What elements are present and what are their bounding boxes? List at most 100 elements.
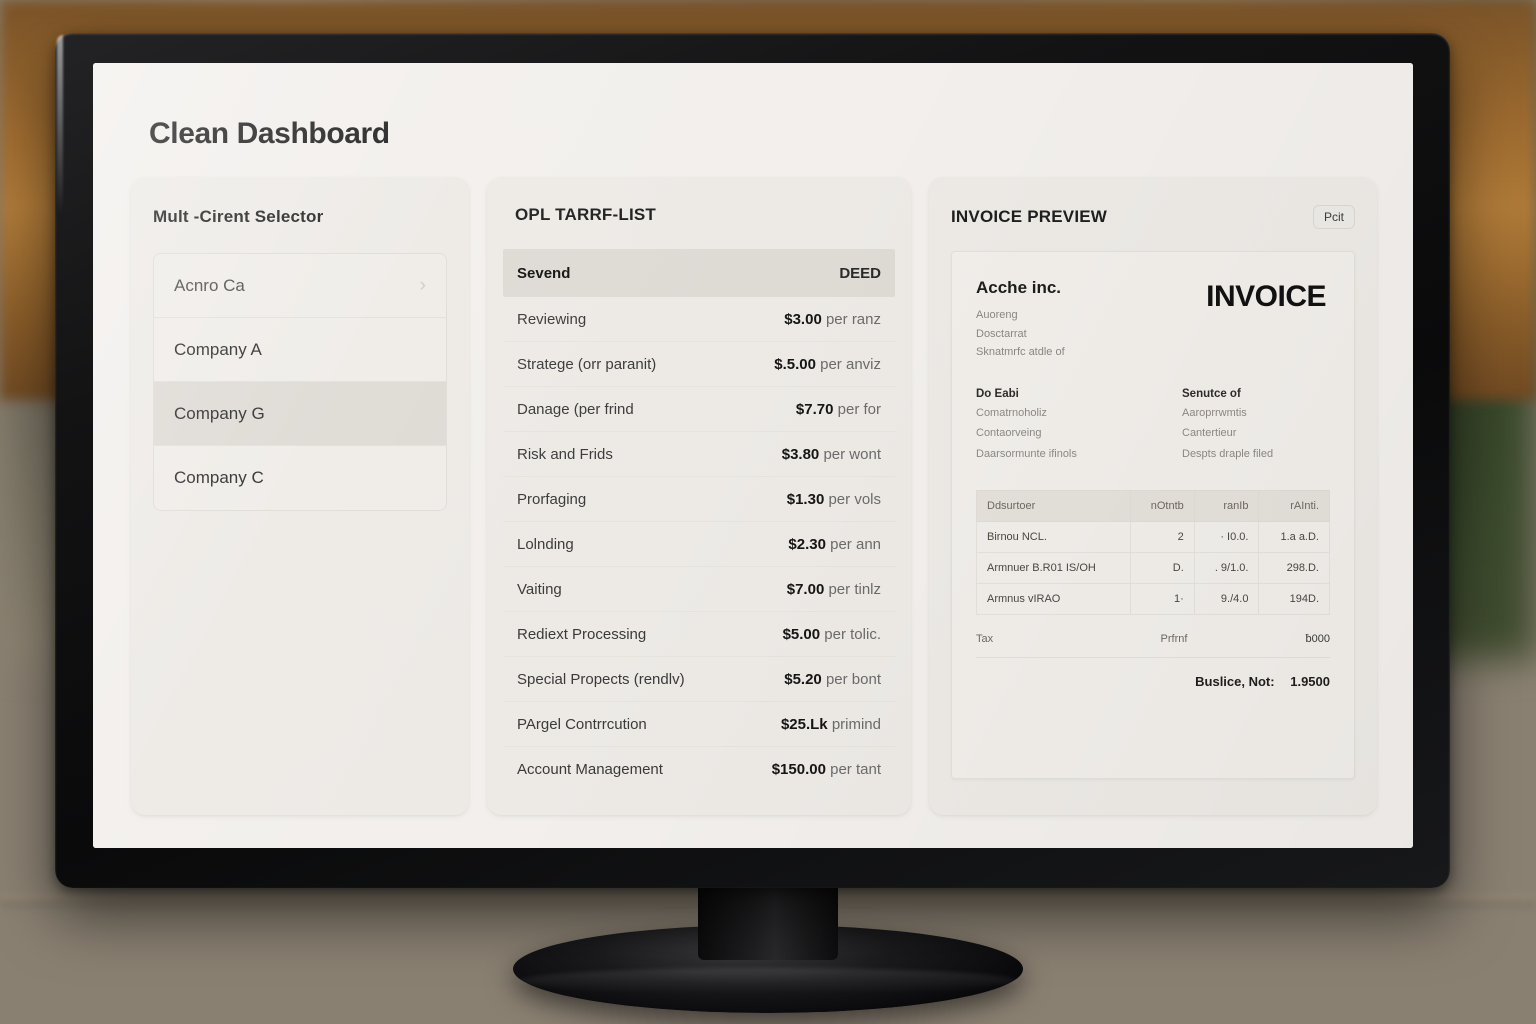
table-row[interactable]: Risk and Frids $3.80 per wont xyxy=(503,432,895,477)
client-selector-title: Mult -Cirent Selector xyxy=(153,207,324,226)
issuer-name: Acche inc. xyxy=(976,278,1062,297)
table-row[interactable]: Vaiting $7.00 per tinlz xyxy=(503,567,895,612)
table-row[interactable]: Danage (per frind $7.70 per for xyxy=(503,387,895,432)
issuer-address-line: Sknatmrfc atdle of xyxy=(976,346,1065,359)
column-header-description: Ddsurtoer xyxy=(976,490,1131,523)
invoice-tax-row: Tax Prfrnf ƀ000 xyxy=(976,633,1330,659)
monitor-screen: Clean Dashboard Mult -Cirent Selector Ac… xyxy=(93,63,1413,848)
invoice-issuer: Acche inc. Auoreng Dosctarrat Sknatmrfc … xyxy=(976,278,1065,362)
cell-rate: · I0.0. xyxy=(1193,521,1260,554)
tariff-unit: per tant xyxy=(830,761,881,778)
table-row[interactable]: Account Management $150.00 per tant xyxy=(503,747,895,792)
tariff-unit: per vols xyxy=(828,490,881,508)
service-to-lines: Aaroprrwmtis Cantertieur Despts draple f… xyxy=(1182,403,1330,464)
cell-description: Birnou NCL. xyxy=(976,521,1131,554)
tariff-amount: $3.00 xyxy=(784,310,822,328)
cell-amount: 194D. xyxy=(1258,583,1330,616)
client-label: Company A xyxy=(174,339,262,359)
tariff-amount: $5.00 xyxy=(782,625,821,643)
tariff-price: $3.80 per wont xyxy=(782,446,881,463)
tariff-name: Reviewing xyxy=(517,310,587,328)
tariff-unit: per for xyxy=(837,400,881,418)
invoice-preview-title: INVOICE PREVIEW xyxy=(951,207,1108,226)
tax-value: ƀ000 xyxy=(1305,633,1330,646)
tariff-price: $1.30 per vols xyxy=(787,491,881,508)
invoice-preview-header: INVOICE PREVIEW Pcit xyxy=(951,205,1355,229)
table-row[interactable]: Rediext Processing $5.00 per tolic. xyxy=(503,612,895,657)
tariff-header-name: Sevend xyxy=(517,264,571,282)
tariff-header-price: DEED xyxy=(839,264,881,282)
cell-amount: 1.a a.D. xyxy=(1258,521,1330,554)
table-row[interactable]: Lolnding $2.30 per ann xyxy=(503,522,895,567)
tariff-unit: per tolic. xyxy=(824,625,881,643)
bill-to-heading: Do Eabi xyxy=(976,388,1019,401)
table-row[interactable]: Stratege (orr paranit) $.5.00 per anviz xyxy=(503,342,895,387)
panels-container: Mult -Cirent Selector Acnro Ca › Company… xyxy=(131,177,1377,815)
invoice-table-header-row: Ddsurtoer nOtntb ranIb rAInti. xyxy=(976,490,1330,523)
table-row: Armnuer B.R01 IS/OH D. . 9/1.0. 298.D. xyxy=(976,552,1330,585)
tariff-price: $7.70 per for xyxy=(796,401,881,418)
list-item-company-a[interactable]: Company A xyxy=(154,318,446,382)
monitor-stand-base-rim xyxy=(518,968,1018,994)
table-row[interactable]: PArgel Contrrcution $25.Lk primind xyxy=(503,702,895,747)
service-to-block: Senutce of Aaroprrwmtis Cantertieur Desp… xyxy=(1182,388,1330,464)
cell-rate: . 9/1.0. xyxy=(1193,552,1260,585)
list-item-acnro-ca[interactable]: Acnro Ca › xyxy=(154,254,446,318)
invoice-word-mark: INVOICE xyxy=(1206,280,1326,313)
print-button[interactable]: Pcit xyxy=(1312,205,1355,229)
table-row: Armnus vIRAO 1· 9./4.0 194D. xyxy=(976,583,1330,616)
tariff-name: PArgel Contrrcution xyxy=(517,715,647,733)
balance-value: 1.9500 xyxy=(1290,674,1330,690)
tariff-list: Sevend DEED Reviewing $3.00 per ranz Str… xyxy=(503,249,895,792)
cell-qty: 1· xyxy=(1129,583,1195,616)
bill-to-line: Daarsormunte ifinols xyxy=(976,447,1077,460)
client-label: Company G xyxy=(174,403,265,423)
tariff-amount: $.5.00 xyxy=(774,355,816,373)
client-list[interactable]: Acnro Ca › Company A Company G Company C xyxy=(153,253,447,511)
service-to-line: Cantertieur xyxy=(1182,427,1237,440)
tariff-price: $25.Lk primind xyxy=(781,716,881,733)
table-row[interactable]: Special Propects (rendlv) $5.20 per bont xyxy=(503,657,895,702)
tariff-name: Danage (per frind xyxy=(517,400,634,418)
page-title: Clean Dashboard xyxy=(149,117,390,150)
tariff-price: $3.00 per ranz xyxy=(784,311,881,328)
tariff-amount: $5.20 xyxy=(784,670,822,688)
tariff-name: Special Propects (rendlv) xyxy=(517,670,685,688)
tariff-amount: $3.80 xyxy=(781,445,820,463)
table-row: Birnou NCL. 2 · I0.0. 1.a a.D. xyxy=(976,521,1330,554)
tariff-name: Rediext Processing xyxy=(517,625,647,643)
dashboard-app: Clean Dashboard Mult -Cirent Selector Ac… xyxy=(93,63,1413,848)
monitor-stand-neck xyxy=(698,880,838,960)
tariff-unit: per ann xyxy=(830,535,881,553)
tariff-price: $5.00 per tolic. xyxy=(783,626,881,643)
list-item-company-c[interactable]: Company C xyxy=(154,446,446,510)
tariff-name: Lolnding xyxy=(517,535,574,553)
tariff-name: Account Management xyxy=(517,761,663,778)
tariff-unit: per tinlz xyxy=(828,580,881,598)
tariff-name: Stratege (orr paranit) xyxy=(517,355,657,373)
invoice-header: Acche inc. Auoreng Dosctarrat Sknatmrfc … xyxy=(976,278,1330,362)
issuer-address-line: Auoreng xyxy=(976,309,1018,321)
tariff-price: $.5.00 per anviz xyxy=(774,356,881,373)
monitor: Clean Dashboard Mult -Cirent Selector Ac… xyxy=(55,33,1450,888)
invoice-preview-panel: INVOICE PREVIEW Pcit Acche inc. Auoreng … xyxy=(929,177,1377,815)
tariff-unit: per ranz xyxy=(825,310,881,328)
table-row[interactable]: Prorfaging $1.30 per vols xyxy=(503,477,895,522)
bill-to-line: Comatrnoholiz xyxy=(976,407,1047,420)
invoice-document: Acche inc. Auoreng Dosctarrat Sknatmrfc … xyxy=(951,251,1355,779)
tariff-price: $5.20 per bont xyxy=(784,671,881,688)
column-header-amount: rAInti. xyxy=(1258,490,1330,523)
invoice-table-body: Birnou NCL. 2 · I0.0. 1.a a.D. Armnuer B… xyxy=(976,521,1330,616)
tariff-amount: $7.00 xyxy=(786,580,825,598)
invoice-parties: Do Eabi Comatrnoholiz Contaorveing Daars… xyxy=(976,388,1330,464)
table-row[interactable]: Reviewing $3.00 per ranz xyxy=(503,297,895,342)
list-item-company-g[interactable]: Company G xyxy=(154,382,446,446)
balance-label: Buslice, Not: xyxy=(1195,674,1275,690)
issuer-address: Auoreng Dosctarrat Sknatmrfc atdle of xyxy=(976,306,1065,362)
tariff-amount: $1.30 xyxy=(786,490,825,508)
tariff-list-title: OPL TARRF-LIST xyxy=(515,205,656,224)
tariff-name: Risk and Frids xyxy=(517,445,613,463)
tariff-price: $2.30 per ann xyxy=(788,536,881,553)
cell-qty: 2 xyxy=(1129,521,1195,554)
